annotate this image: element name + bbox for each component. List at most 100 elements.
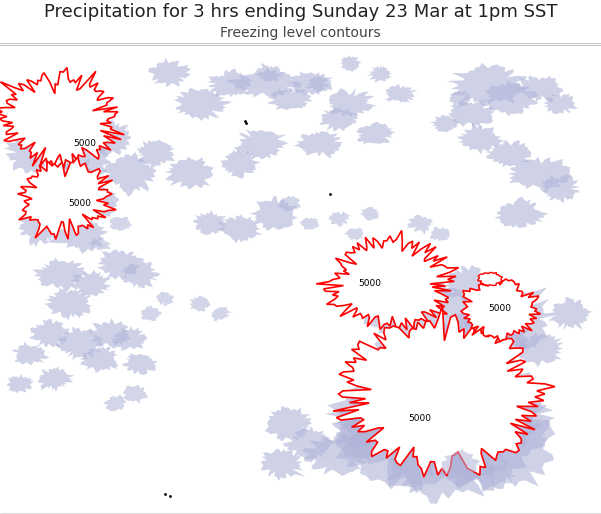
Polygon shape [29,319,70,350]
Polygon shape [0,67,124,169]
Polygon shape [249,196,298,231]
Text: Precipitation for 3 hrs ending Sunday 23 Mar at 1pm SST: Precipitation for 3 hrs ending Sunday 23… [44,3,557,21]
Polygon shape [543,93,578,114]
Polygon shape [293,131,343,159]
Polygon shape [515,333,564,368]
Polygon shape [546,297,593,331]
Polygon shape [443,265,501,303]
Polygon shape [448,100,496,129]
Polygon shape [136,140,175,168]
Polygon shape [356,122,395,144]
Polygon shape [103,395,127,411]
Polygon shape [218,214,263,243]
Polygon shape [17,157,116,240]
Polygon shape [56,327,103,360]
Polygon shape [16,95,99,153]
Polygon shape [478,272,502,286]
Polygon shape [385,84,418,103]
Polygon shape [11,342,49,365]
Polygon shape [407,215,433,234]
Polygon shape [299,217,320,230]
Polygon shape [156,291,174,306]
Polygon shape [371,335,428,375]
Polygon shape [333,306,555,477]
Polygon shape [194,210,227,235]
Polygon shape [507,157,572,192]
Text: 5000: 5000 [489,304,511,314]
Polygon shape [367,65,392,82]
Polygon shape [329,88,376,117]
Polygon shape [282,426,341,463]
Polygon shape [121,385,148,404]
Polygon shape [484,463,516,487]
Polygon shape [430,115,460,132]
Polygon shape [174,88,232,121]
Polygon shape [109,217,132,231]
Polygon shape [430,226,450,242]
Polygon shape [276,196,301,211]
Polygon shape [89,237,111,250]
Polygon shape [288,71,333,95]
Polygon shape [77,187,120,218]
Polygon shape [18,211,58,247]
Polygon shape [221,150,261,179]
Polygon shape [79,346,118,373]
Polygon shape [364,279,499,364]
Polygon shape [328,211,351,227]
Polygon shape [85,120,131,156]
Polygon shape [44,288,92,320]
Polygon shape [28,187,76,222]
Polygon shape [123,353,157,375]
Polygon shape [327,349,531,487]
Polygon shape [344,227,364,240]
Polygon shape [211,307,232,321]
Polygon shape [89,318,131,349]
Polygon shape [461,278,540,342]
Polygon shape [164,156,215,189]
Polygon shape [267,87,312,110]
Polygon shape [52,132,111,182]
Polygon shape [386,273,456,314]
Polygon shape [494,196,548,228]
Polygon shape [4,133,53,174]
Polygon shape [208,68,253,97]
Polygon shape [514,76,564,102]
Polygon shape [457,122,505,154]
Polygon shape [111,326,147,351]
Polygon shape [7,375,34,393]
Polygon shape [449,90,471,108]
Polygon shape [540,174,580,203]
Polygon shape [424,372,502,427]
Polygon shape [233,129,288,159]
Polygon shape [46,214,108,254]
Polygon shape [121,261,160,289]
Polygon shape [101,152,157,197]
Text: 5000: 5000 [73,139,97,148]
Polygon shape [260,449,306,481]
Text: Freezing level contours: Freezing level contours [220,26,381,40]
Polygon shape [360,207,380,221]
Polygon shape [70,270,111,296]
Polygon shape [140,305,162,321]
Polygon shape [32,258,86,292]
Polygon shape [401,375,555,491]
Polygon shape [148,58,190,87]
Text: 5000: 5000 [409,414,432,424]
Polygon shape [462,384,555,448]
Polygon shape [316,230,459,330]
Polygon shape [307,74,333,94]
Text: 5000: 5000 [69,199,91,208]
Polygon shape [463,287,557,350]
Polygon shape [335,384,456,493]
Polygon shape [422,347,490,396]
Polygon shape [421,297,531,379]
Polygon shape [97,249,144,280]
Polygon shape [325,388,430,453]
Polygon shape [302,432,378,476]
Polygon shape [478,80,538,116]
Polygon shape [227,68,301,98]
Polygon shape [441,449,480,478]
Polygon shape [448,63,530,106]
Polygon shape [441,405,554,492]
Polygon shape [319,107,358,131]
